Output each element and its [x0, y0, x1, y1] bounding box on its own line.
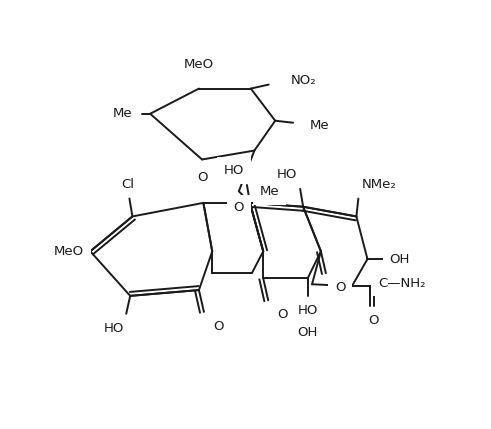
- Text: Me: Me: [310, 119, 329, 132]
- Text: MeO: MeO: [184, 57, 214, 71]
- Text: Me: Me: [260, 185, 279, 198]
- Text: MeO: MeO: [54, 245, 84, 258]
- Text: O: O: [335, 281, 345, 294]
- Text: HO: HO: [298, 304, 318, 317]
- Text: HO: HO: [223, 164, 244, 177]
- Text: O: O: [234, 201, 244, 214]
- Text: NMe₂: NMe₂: [361, 178, 396, 190]
- Text: HO: HO: [277, 168, 297, 181]
- Text: NO₂: NO₂: [291, 74, 316, 87]
- Text: Cl: Cl: [121, 178, 134, 190]
- Text: OH: OH: [389, 253, 409, 266]
- Text: O: O: [197, 172, 207, 184]
- Text: C—NH₂: C—NH₂: [378, 277, 425, 290]
- Text: O: O: [213, 320, 223, 333]
- Text: O: O: [369, 314, 379, 327]
- Text: OH: OH: [298, 326, 318, 339]
- Text: HO: HO: [104, 322, 124, 335]
- Text: O: O: [277, 308, 288, 321]
- Text: Me: Me: [112, 107, 132, 120]
